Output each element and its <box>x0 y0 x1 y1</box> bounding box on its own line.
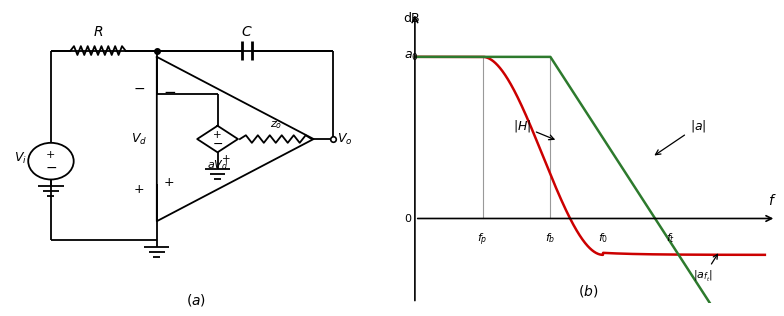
Text: −: − <box>45 161 56 175</box>
Text: −: − <box>212 138 223 151</box>
Text: $a_0$: $a_0$ <box>404 50 418 64</box>
Text: +: + <box>223 154 231 164</box>
Text: $z_o$: $z_o$ <box>270 119 282 131</box>
Text: −: − <box>133 82 145 95</box>
Text: +: + <box>134 183 144 196</box>
Text: $V_i$: $V_i$ <box>13 150 27 166</box>
Text: +: + <box>46 150 56 160</box>
Text: $(b)$: $(b)$ <box>578 283 598 299</box>
Text: $f_p$: $f_p$ <box>477 232 488 248</box>
Text: $(a)$: $(a)$ <box>186 292 206 308</box>
Text: $aV_d$: $aV_d$ <box>207 158 228 172</box>
Text: $|H|$: $|H|$ <box>513 118 554 140</box>
Text: $f$: $f$ <box>768 193 776 208</box>
Text: dB: dB <box>404 12 420 25</box>
Text: $V_d$: $V_d$ <box>131 131 147 147</box>
Text: $V_o$: $V_o$ <box>337 131 353 147</box>
Text: −: − <box>164 85 176 100</box>
Text: $C$: $C$ <box>241 26 252 40</box>
Text: $|a_{f_t}|$: $|a_{f_t}|$ <box>693 254 717 284</box>
Text: +: + <box>213 130 222 140</box>
Text: $R$: $R$ <box>93 26 103 40</box>
Text: $0$: $0$ <box>404 212 412 224</box>
Text: $f_b$: $f_b$ <box>545 232 556 246</box>
Text: +: + <box>164 176 175 189</box>
Text: $f_t$: $f_t$ <box>666 232 675 246</box>
Text: $f_0$: $f_0$ <box>598 232 608 246</box>
Text: $|a|$: $|a|$ <box>655 118 706 155</box>
